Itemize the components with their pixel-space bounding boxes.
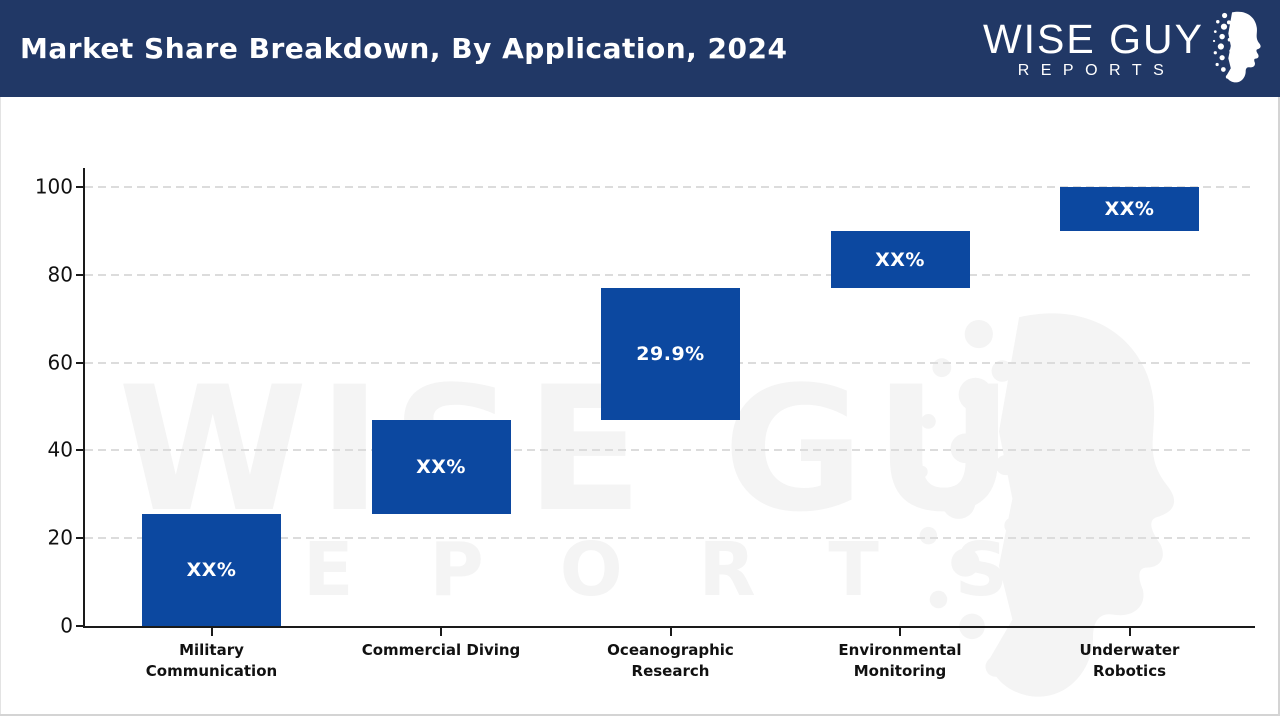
y-tick-mark [76, 186, 84, 188]
x-category-label-line: Commercial Diving [361, 641, 521, 659]
x-tick-mark [899, 628, 901, 636]
bar-value-label: XX% [1104, 198, 1155, 221]
header: Market Share Breakdown, By Application, … [0, 0, 1280, 97]
x-category-label-line: Research [631, 662, 710, 680]
x-category-label: Oceanographic Research [556, 640, 786, 682]
x-category-label-line: Underwater [1079, 641, 1180, 659]
bar-environmental-monitoring: XX% [830, 231, 970, 288]
logo-wordmark: WISE GUY [982, 16, 1204, 62]
bar-value-label: XX% [416, 455, 466, 478]
bar-commercial-diving: XX% [371, 419, 511, 515]
y-tick-label: 40 [47, 437, 73, 462]
x-tick-mark [440, 628, 442, 636]
y-tick-label: 20 [47, 525, 73, 550]
y-axis-line [83, 168, 85, 628]
chart-area: WISE GUY REPORTS 0 20 40 60 80 100 XX% Military… [0, 97, 1280, 716]
x-category-label-line: Oceanographic [607, 641, 734, 659]
x-category-label-line: Monitoring [853, 662, 947, 680]
y-tick-label: 100 [34, 174, 73, 199]
y-tick-mark [76, 537, 84, 540]
bar-oceanographic-research: 29.9% [601, 288, 740, 420]
logo-text: WISE GUY REPORTS [983, 17, 1204, 81]
figure-border-bottom [0, 714, 1280, 716]
figure-border-right [1278, 97, 1280, 716]
chart-title: Market Share Breakdown, By Application, … [20, 32, 788, 65]
y-tick-mark [76, 625, 84, 627]
y-tick-mark [76, 449, 84, 452]
bar-underwater-robotics: XX% [1060, 187, 1199, 232]
bar-value-label: XX% [875, 248, 925, 271]
gridline-40 [85, 449, 1253, 452]
x-axis-line [83, 626, 1255, 628]
logo-subtext: REPORTS [1017, 62, 1176, 79]
figure-border-left [0, 97, 1, 716]
gridline-80 [85, 273, 1253, 276]
x-tick-mark [210, 628, 213, 636]
bar-value-label: XX% [186, 559, 237, 582]
x-category-label: Environmental Monitoring [785, 640, 1015, 682]
x-tick-mark [1128, 628, 1131, 636]
y-tick-label: 60 [47, 350, 73, 375]
x-category-label-line: Military [179, 641, 244, 659]
y-tick-label: 80 [47, 262, 73, 287]
x-category-label: Underwater Robotics [1015, 640, 1245, 682]
x-category-label-line: Communication [145, 662, 278, 680]
y-tick-mark [76, 273, 84, 276]
x-category-label: Military Communication [97, 640, 327, 682]
gridline-20 [85, 537, 1253, 540]
y-tick-mark [76, 361, 84, 364]
x-category-label: Commercial Diving [326, 640, 556, 661]
watermark-subtext: REPORTS [170, 527, 1085, 613]
gridline-100 [85, 186, 1253, 188]
x-category-label-line: Environmental [838, 641, 962, 659]
x-tick-mark [669, 628, 672, 636]
bar-military-communication: XX% [142, 514, 281, 626]
wise-guy-logo: WISE GUY REPORTS [983, 4, 1268, 94]
y-tick-label: 0 [60, 613, 73, 638]
x-category-label-line: Robotics [1092, 662, 1167, 680]
bar-value-label: 29.9% [636, 343, 705, 366]
